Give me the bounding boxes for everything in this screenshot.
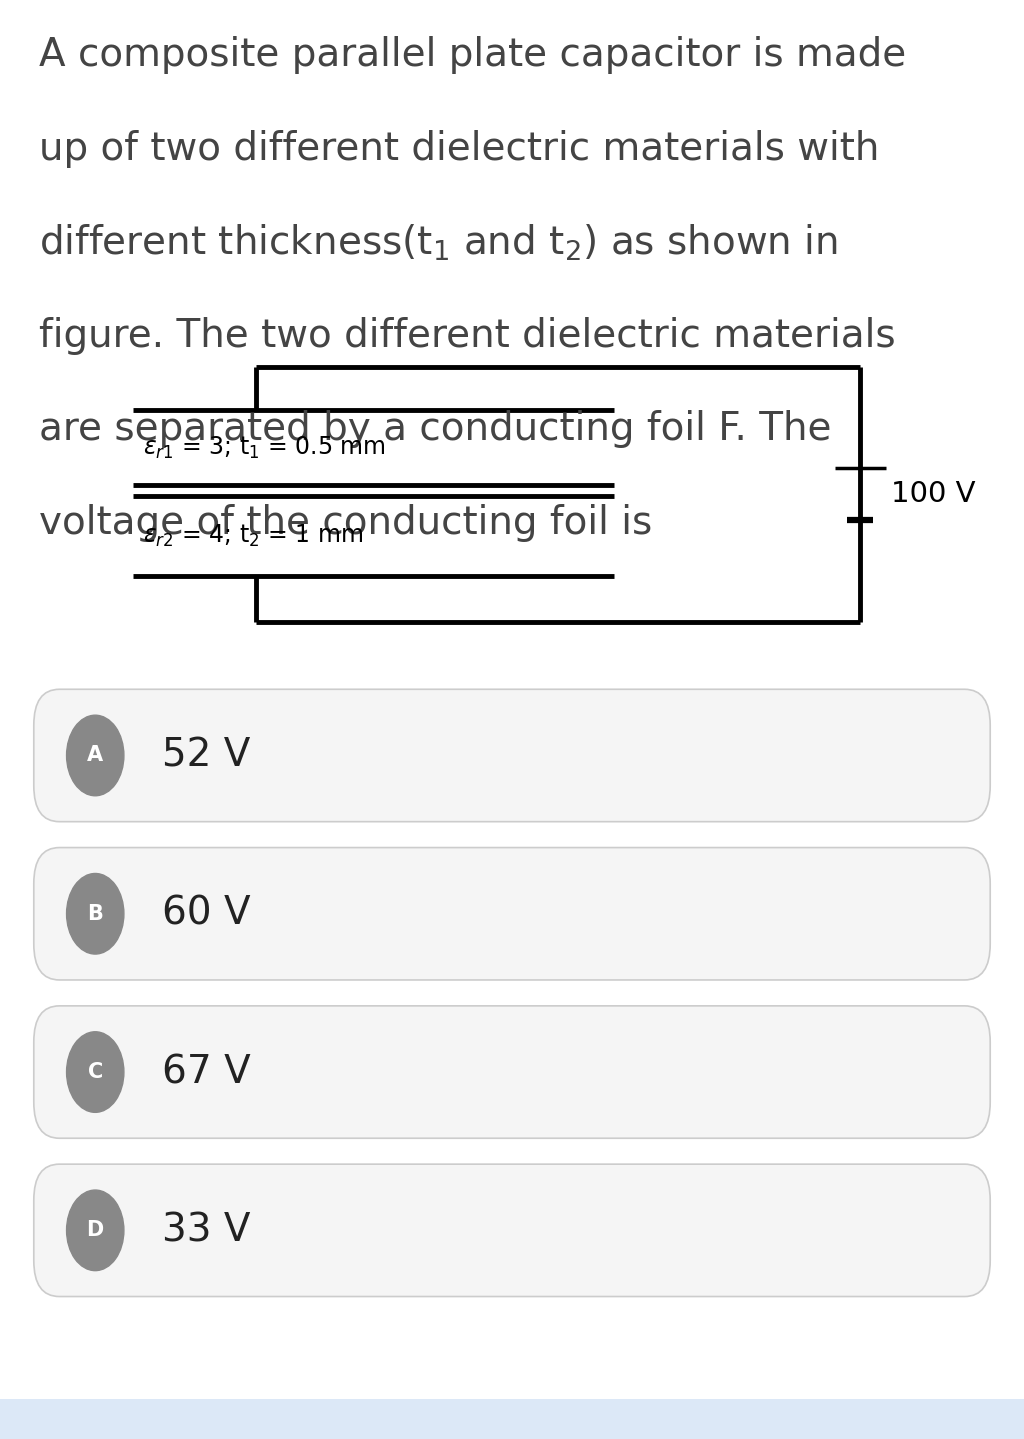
Circle shape bbox=[67, 873, 124, 954]
Text: up of two different dielectric materials with: up of two different dielectric materials… bbox=[39, 130, 880, 167]
FancyBboxPatch shape bbox=[34, 1006, 990, 1138]
Text: B: B bbox=[87, 904, 103, 924]
Text: voltage of the conducting foil is: voltage of the conducting foil is bbox=[39, 504, 652, 541]
FancyBboxPatch shape bbox=[0, 1399, 1024, 1439]
Text: different thickness(t$_1$ and t$_2$) as shown in: different thickness(t$_1$ and t$_2$) as … bbox=[39, 223, 838, 263]
FancyBboxPatch shape bbox=[34, 848, 990, 980]
Circle shape bbox=[67, 1032, 124, 1112]
Text: 100 V: 100 V bbox=[891, 481, 976, 508]
Circle shape bbox=[67, 715, 124, 796]
Circle shape bbox=[67, 1190, 124, 1271]
FancyBboxPatch shape bbox=[34, 1164, 990, 1297]
Text: are separated by a conducting foil F. The: are separated by a conducting foil F. Th… bbox=[39, 410, 831, 448]
Text: D: D bbox=[87, 1220, 103, 1240]
Text: 33 V: 33 V bbox=[162, 1212, 250, 1249]
FancyBboxPatch shape bbox=[34, 689, 990, 822]
Text: figure. The two different dielectric materials: figure. The two different dielectric mat… bbox=[39, 317, 896, 354]
Text: 60 V: 60 V bbox=[162, 895, 251, 932]
Text: A composite parallel plate capacitor is made: A composite parallel plate capacitor is … bbox=[39, 36, 906, 73]
Text: 52 V: 52 V bbox=[162, 737, 250, 774]
Text: C: C bbox=[88, 1062, 102, 1082]
Text: $\varepsilon_{r2}$ = 4; t$_2$ = 1 mm: $\varepsilon_{r2}$ = 4; t$_2$ = 1 mm bbox=[143, 522, 364, 550]
Text: A: A bbox=[87, 745, 103, 766]
Text: $\varepsilon_{r1}$ = 3; t$_1$ = 0.5 mm: $\varepsilon_{r1}$ = 3; t$_1$ = 0.5 mm bbox=[143, 435, 386, 460]
Text: 67 V: 67 V bbox=[162, 1053, 251, 1091]
